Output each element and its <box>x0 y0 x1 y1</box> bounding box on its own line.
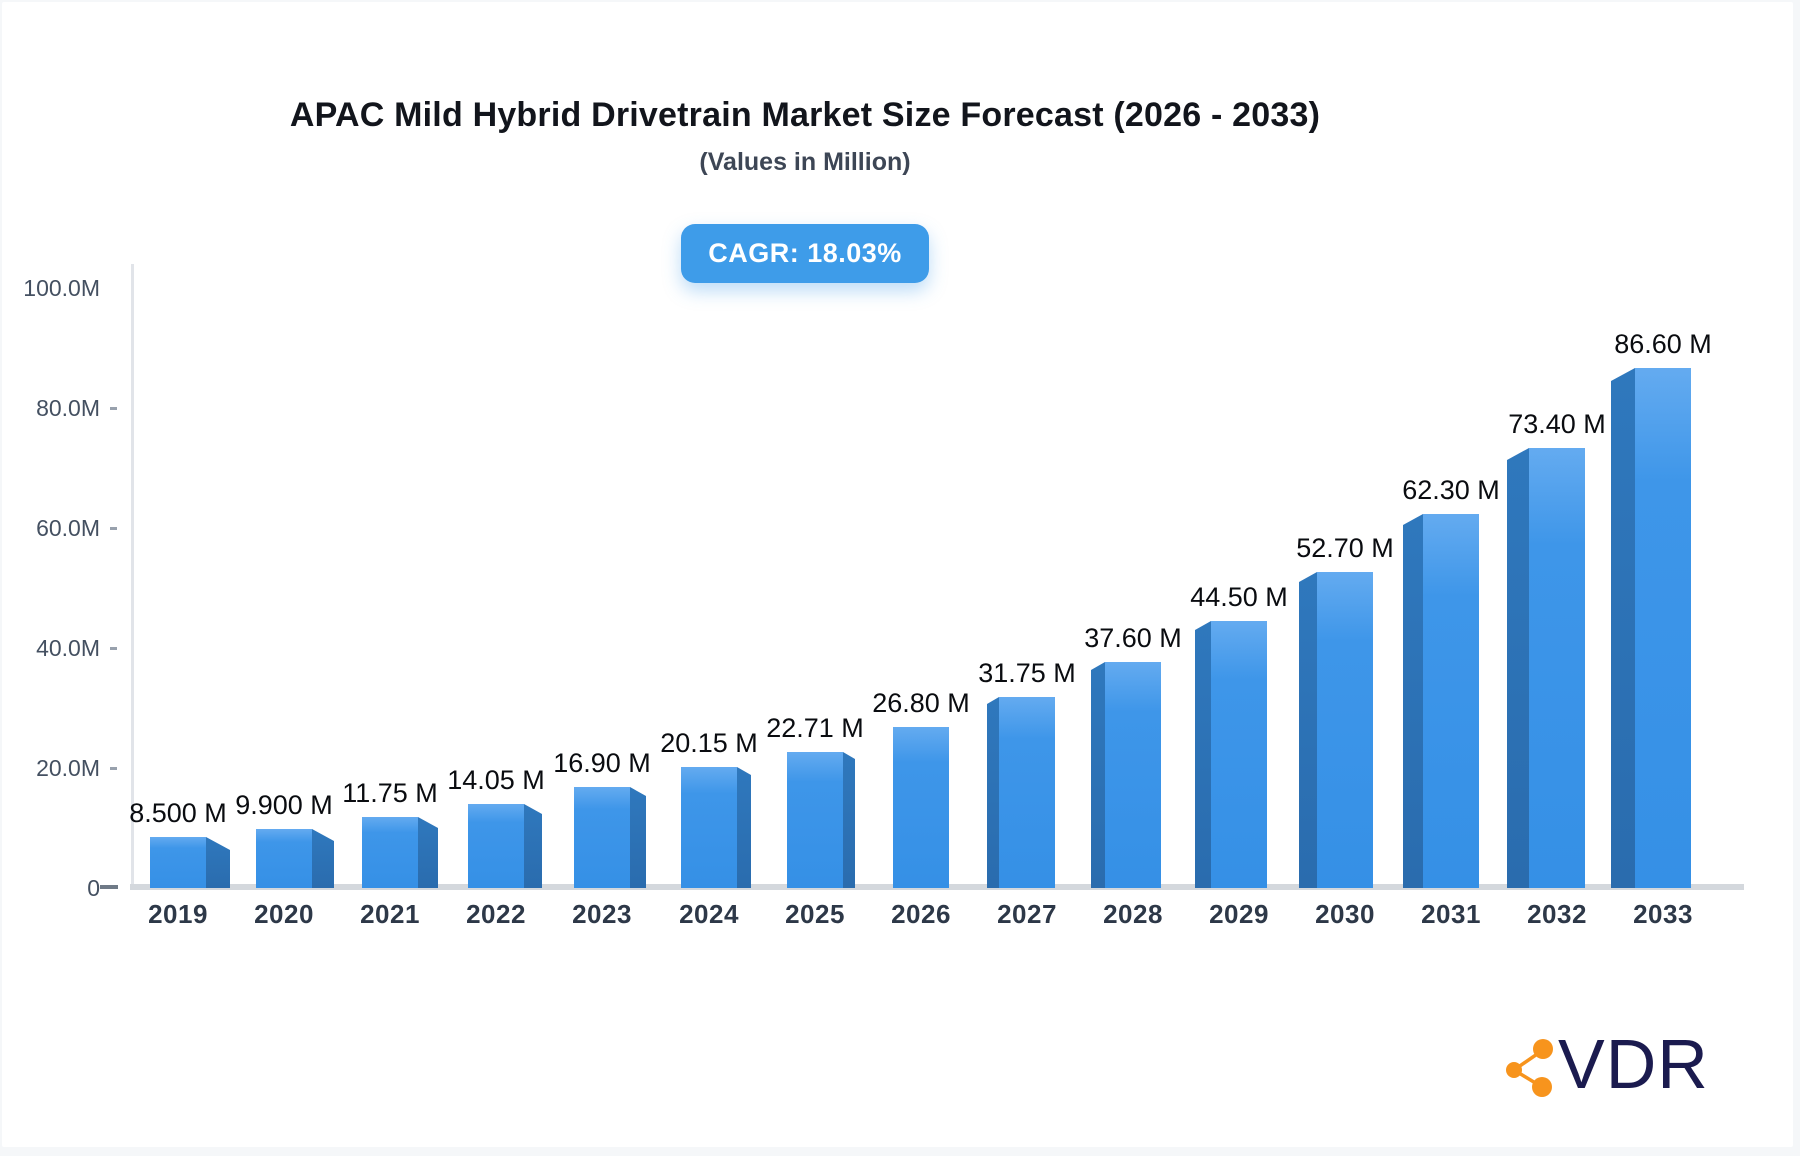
x-axis-label: 2021 <box>360 899 420 929</box>
y-axis-tick <box>110 527 117 530</box>
y-axis-label: 100.0M <box>23 275 100 301</box>
x-axis-label: 2025 <box>785 899 845 929</box>
bar-2028[interactable] <box>1105 662 1161 888</box>
bar-side[interactable] <box>1507 448 1529 888</box>
bar-value-label: 37.60 M <box>1084 623 1182 653</box>
bar-2030[interactable] <box>1317 572 1373 888</box>
bar-side[interactable] <box>1611 368 1635 888</box>
x-axis-label: 2023 <box>572 899 632 929</box>
bar-2022[interactable] <box>468 804 524 888</box>
bar-side[interactable] <box>630 787 646 888</box>
x-axis-label: 2026 <box>891 899 951 929</box>
x-axis-label: 2033 <box>1633 899 1693 929</box>
bar-2032[interactable] <box>1529 448 1585 888</box>
y-axis-tick <box>100 885 118 889</box>
bar-2029[interactable] <box>1211 621 1267 888</box>
bar-side[interactable] <box>418 817 438 888</box>
cagr-badge-row: CAGR: 18.03% <box>0 224 1610 283</box>
x-axis-label: 2019 <box>148 899 208 929</box>
x-axis-label: 2020 <box>254 899 314 929</box>
brand-logo: VDR <box>1500 1026 1760 1110</box>
bar-value-label: 86.60 M <box>1614 329 1712 359</box>
cagr-badge: CAGR: 18.03% <box>681 224 929 283</box>
x-axis-label: 2028 <box>1103 899 1163 929</box>
bar-value-label: 22.71 M <box>766 713 864 743</box>
bar-value-label: 31.75 M <box>978 658 1076 688</box>
x-axis-label: 2031 <box>1421 899 1481 929</box>
bar-side[interactable] <box>206 837 230 888</box>
x-axis-label: 2024 <box>679 899 739 929</box>
bar-value-label: 62.30 M <box>1402 475 1500 505</box>
y-axis-line <box>131 264 134 888</box>
x-axis-label: 2032 <box>1527 899 1587 929</box>
bar-value-label: 14.05 M <box>447 765 545 795</box>
bar-2023[interactable] <box>574 787 630 888</box>
page-title: APAC Mild Hybrid Drivetrain Market Size … <box>289 96 1321 134</box>
bar-value-label: 20.15 M <box>660 728 758 758</box>
bar-side[interactable] <box>312 829 334 888</box>
share-nodes-icon <box>1506 1039 1553 1097</box>
bar-2027[interactable] <box>999 697 1055 888</box>
bar-2020[interactable] <box>256 829 312 888</box>
y-axis-tick <box>110 647 117 650</box>
y-axis-label: 20.0M <box>36 755 100 781</box>
bar-side[interactable] <box>1403 514 1423 888</box>
bar-2019[interactable] <box>150 837 206 888</box>
bar-side[interactable] <box>1299 572 1317 888</box>
bar-2031[interactable] <box>1423 514 1479 888</box>
bar-value-label: 26.80 M <box>872 688 970 718</box>
brand-logo-text: VDR <box>1558 1025 1709 1103</box>
bar-side[interactable] <box>843 752 855 888</box>
bar-2024[interactable] <box>681 767 737 888</box>
bar-2021[interactable] <box>362 817 418 888</box>
bar-side[interactable] <box>737 767 751 888</box>
bar-value-label: 52.70 M <box>1296 533 1394 563</box>
x-axis-label: 2029 <box>1209 899 1269 929</box>
bar-value-label: 44.50 M <box>1190 582 1288 612</box>
bar-2025[interactable] <box>787 752 843 888</box>
bar-value-label: 11.75 M <box>342 778 438 808</box>
y-axis-tick <box>110 407 117 410</box>
bar-2033[interactable] <box>1635 368 1691 888</box>
y-axis-label: 60.0M <box>36 515 100 541</box>
x-axis-label: 2027 <box>997 899 1057 929</box>
x-axis-label: 2022 <box>466 899 526 929</box>
bar-side[interactable] <box>987 697 999 888</box>
bar-side[interactable] <box>524 804 542 888</box>
y-axis-label: 0 <box>87 875 100 901</box>
y-axis-label: 40.0M <box>36 635 100 661</box>
bar-side[interactable] <box>1091 662 1105 888</box>
bar-value-label: 16.90 M <box>553 748 651 778</box>
bar-value-label: 73.40 M <box>1508 409 1606 439</box>
bar-side[interactable] <box>1195 621 1211 888</box>
bar-2026[interactable] <box>893 727 949 888</box>
x-axis-label: 2030 <box>1315 899 1375 929</box>
bar-value-label: 9.900 M <box>235 790 333 820</box>
page-subtitle: (Values in Million) <box>699 148 911 176</box>
bar-value-label: 8.500 M <box>129 798 227 828</box>
y-axis-label: 80.0M <box>36 395 100 421</box>
y-axis-tick <box>110 767 117 770</box>
